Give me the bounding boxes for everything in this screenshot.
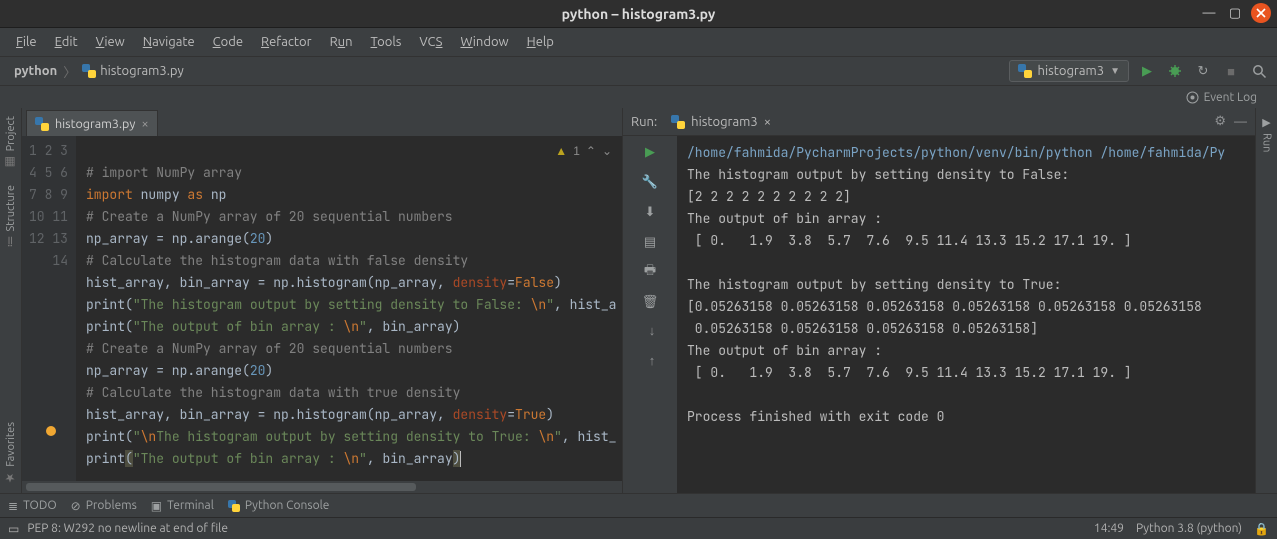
- step-down-icon[interactable]: ↓: [642, 320, 662, 340]
- rerun-button[interactable]: ▶: [640, 142, 660, 162]
- python-console-tool-button[interactable]: Python Console: [228, 499, 330, 512]
- run-toolbar: ▶ 🔧 ⬇ ▤ 🖶 🗑 ↓ ↑: [623, 136, 677, 493]
- close-run-tab-icon[interactable]: ×: [764, 115, 771, 129]
- menu-vcs[interactable]: VCS: [411, 32, 450, 52]
- editor-tab-label: histogram3.py: [55, 117, 135, 131]
- gutter-warning-icon[interactable]: [46, 426, 56, 436]
- run-settings-icon[interactable]: ⚙: [1214, 114, 1226, 129]
- menu-window[interactable]: Window: [452, 32, 516, 52]
- menu-file[interactable]: File: [8, 32, 45, 52]
- status-lock-icon[interactable]: 🔒: [1254, 522, 1269, 536]
- step-up-icon[interactable]: ↑: [642, 350, 662, 370]
- problems-tool-button[interactable]: ⊘Problems: [71, 499, 137, 513]
- statusbar: ▭ PEP 8: W292 no newline at end of file …: [0, 517, 1277, 539]
- print-icon[interactable]: 🖶: [640, 262, 660, 282]
- run-button[interactable]: ▶: [1137, 61, 1157, 81]
- run-tool-window: Run: histogram3 × ⚙ — ▶ 🔧 ⬇ ▤ 🖶 🗑: [623, 108, 1255, 493]
- breadcrumb-sep: 〉: [61, 62, 78, 81]
- run-console[interactable]: /home/fahmida/PycharmProjects/python/ven…: [677, 136, 1255, 493]
- python-icon: [671, 115, 685, 129]
- menu-view[interactable]: View: [88, 32, 133, 52]
- run-body: ▶ 🔧 ⬇ ▤ 🖶 🗑 ↓ ↑ /home/fahmida/PycharmPro…: [623, 136, 1255, 493]
- main-area: ▦Project ≔Structure ★Favorites histogram…: [0, 108, 1277, 493]
- close-button[interactable]: [1251, 3, 1271, 23]
- chevron-down-icon: ▼: [1110, 65, 1120, 77]
- python-icon: [1018, 64, 1032, 78]
- breadcrumb-file[interactable]: histogram3.py: [100, 64, 184, 78]
- menu-tools[interactable]: Tools: [363, 32, 410, 52]
- terminal-tool-button[interactable]: ▣Terminal: [151, 499, 214, 513]
- debug-button[interactable]: [1165, 61, 1185, 81]
- layout-icon[interactable]: ▤: [640, 232, 660, 252]
- breadcrumb: python 〉 histogram3.py: [8, 62, 190, 81]
- menu-code[interactable]: Code: [205, 32, 251, 52]
- down-icon[interactable]: ⬇: [640, 202, 660, 222]
- window-controls: — ▢: [1199, 3, 1271, 23]
- menu-navigate[interactable]: Navigate: [135, 32, 203, 52]
- run-title: Run:: [631, 115, 657, 129]
- status-time: 14:49: [1094, 522, 1124, 535]
- run-hide-icon[interactable]: —: [1234, 115, 1247, 129]
- run-config-name: histogram3: [1038, 64, 1105, 78]
- status-toggle-icon[interactable]: ▭: [8, 522, 19, 536]
- editor-body: 1 2 3 4 5 6 7 8 9 10 11 12 13 14 ▲ 1 ⌃ ⌄…: [22, 136, 622, 481]
- titlebar: python – histogram3.py — ▢: [0, 0, 1277, 28]
- menu-help[interactable]: Help: [519, 32, 562, 52]
- event-log-label: Event Log: [1204, 91, 1257, 104]
- favorites-tool-button[interactable]: ★Favorites: [1, 414, 21, 493]
- search-everywhere-button[interactable]: [1249, 61, 1269, 81]
- python-file-icon: [35, 117, 49, 131]
- python-file-icon: [82, 64, 96, 78]
- status-message: PEP 8: W292 no newline at end of file: [27, 522, 228, 535]
- run-tab[interactable]: histogram3 ×: [665, 113, 777, 131]
- editor-horizontal-scrollbar[interactable]: [22, 481, 622, 493]
- menu-refactor[interactable]: Refactor: [253, 32, 320, 52]
- right-tool-strip: ▶ Run: [1255, 108, 1277, 493]
- event-log-button[interactable]: Event Log: [1186, 91, 1257, 104]
- breadcrumb-project[interactable]: python: [14, 64, 57, 78]
- menu-edit[interactable]: Edit: [47, 32, 86, 52]
- project-tool-button[interactable]: ▦Project: [1, 108, 21, 177]
- menubar: File Edit View Navigate Code Refactor Ru…: [0, 28, 1277, 56]
- wrench-icon[interactable]: 🔧: [640, 172, 660, 192]
- structure-tool-button[interactable]: ≔Structure: [1, 177, 21, 256]
- run-header: Run: histogram3 × ⚙ —: [623, 108, 1255, 136]
- todo-tool-button[interactable]: ≣TODO: [8, 499, 57, 513]
- close-tab-icon[interactable]: ×: [141, 117, 148, 131]
- run-tab-label: histogram3: [691, 115, 758, 129]
- inspection-indicator[interactable]: ▲ 1 ⌃ ⌄: [555, 140, 612, 162]
- minimize-button[interactable]: —: [1199, 3, 1219, 23]
- bottom-tool-tabs: ≣TODO ⊘Problems ▣Terminal Python Console: [0, 493, 1277, 517]
- navigation-bar: python 〉 histogram3.py histogram3 ▼ ▶ ↻ …: [0, 56, 1277, 86]
- editor-pane: histogram3.py × 1 2 3 4 5 6 7 8 9 10 11 …: [22, 108, 623, 493]
- left-tool-strip: ▦Project ≔Structure ★Favorites: [0, 108, 22, 493]
- editor-tab[interactable]: histogram3.py ×: [26, 110, 158, 136]
- menu-run[interactable]: Run: [322, 32, 361, 52]
- window-title: python – histogram3.py: [562, 6, 716, 22]
- code-area[interactable]: ▲ 1 ⌃ ⌄# import NumPy array import numpy…: [76, 136, 622, 481]
- trash-icon[interactable]: 🗑: [640, 292, 660, 312]
- editor-tabbar: histogram3.py ×: [22, 108, 622, 136]
- event-log-row: Event Log: [0, 86, 1277, 108]
- run-configuration-selector[interactable]: histogram3 ▼: [1009, 60, 1129, 82]
- maximize-button[interactable]: ▢: [1225, 3, 1245, 23]
- status-interpreter[interactable]: Python 3.8 (python): [1136, 522, 1242, 535]
- run-coverage-button[interactable]: ↻: [1193, 61, 1213, 81]
- stop-button[interactable]: ■: [1221, 61, 1241, 81]
- run-tool-button[interactable]: ▶ Run: [1257, 108, 1276, 160]
